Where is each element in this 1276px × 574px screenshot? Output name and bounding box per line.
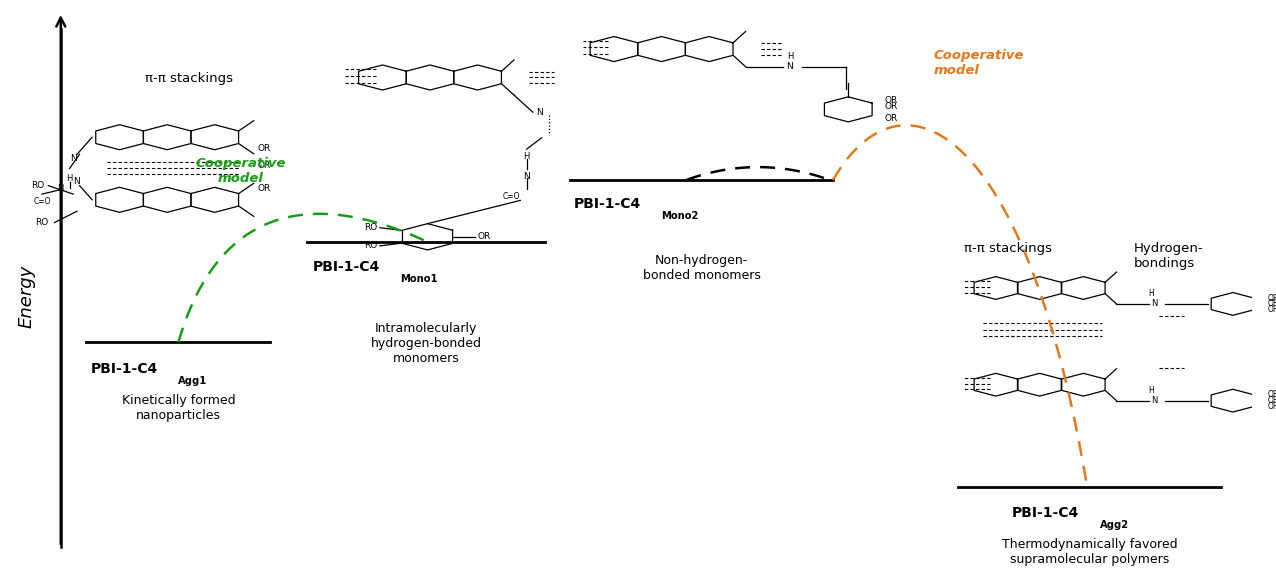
Text: RO: RO [31, 181, 45, 190]
Text: C=O: C=O [503, 192, 521, 201]
Text: OR: OR [884, 114, 898, 123]
Text: N: N [523, 172, 530, 181]
Text: OR: OR [1267, 396, 1276, 405]
Text: C=O: C=O [33, 197, 51, 206]
Text: PBI-1-C4: PBI-1-C4 [1012, 506, 1079, 520]
Text: OR: OR [258, 184, 271, 193]
Text: N: N [786, 62, 792, 71]
Text: OR: OR [884, 96, 898, 105]
Text: OR: OR [1267, 402, 1276, 411]
Text: Mono1: Mono1 [399, 274, 438, 284]
Text: N: N [1151, 396, 1157, 405]
Text: OR: OR [477, 232, 491, 241]
Text: RO: RO [34, 218, 48, 227]
Text: N: N [1151, 300, 1157, 308]
Text: PBI-1-C4: PBI-1-C4 [313, 259, 380, 274]
Text: π-π stackings: π-π stackings [965, 242, 1053, 255]
Text: Hydrogen-
bondings: Hydrogen- bondings [1133, 242, 1203, 270]
Text: N: N [537, 108, 544, 117]
Text: N: N [73, 177, 79, 185]
Text: OR: OR [1267, 300, 1276, 308]
Text: Cooperative
model: Cooperative model [195, 157, 286, 185]
Text: N: N [70, 154, 77, 163]
Text: Non-hydrogen-
bonded monomers: Non-hydrogen- bonded monomers [643, 254, 760, 282]
Text: Energy: Energy [18, 265, 36, 328]
Text: OR: OR [1267, 305, 1276, 314]
Text: Kinetically formed
nanoparticles: Kinetically formed nanoparticles [121, 394, 235, 422]
Text: PBI-1-C4: PBI-1-C4 [91, 362, 158, 376]
Text: N: N [57, 184, 64, 193]
Text: Thermodynamically favored
supramolecular polymers: Thermodynamically favored supramolecular… [1002, 538, 1178, 567]
Text: H: H [66, 174, 73, 183]
Text: π-π stackings: π-π stackings [144, 72, 232, 85]
Text: Agg2: Agg2 [1100, 520, 1129, 530]
Text: Mono2: Mono2 [661, 211, 699, 221]
Text: Agg1: Agg1 [179, 376, 208, 386]
Text: H: H [1148, 386, 1155, 395]
Text: Intramolecularly
hydrogen-bonded
monomers: Intramolecularly hydrogen-bonded monomer… [371, 322, 482, 365]
Text: OR: OR [1267, 294, 1276, 302]
Text: OR: OR [1267, 390, 1276, 400]
Text: RO: RO [364, 223, 378, 232]
Text: OR: OR [258, 144, 271, 153]
Text: H: H [523, 152, 530, 161]
Text: Cooperative
model: Cooperative model [933, 49, 1023, 77]
Text: OR: OR [884, 102, 898, 111]
Text: RO: RO [364, 242, 378, 250]
Text: OR: OR [258, 161, 271, 170]
Text: H: H [787, 52, 794, 61]
Text: PBI-1-C4: PBI-1-C4 [574, 197, 642, 211]
Text: H: H [1148, 289, 1155, 298]
